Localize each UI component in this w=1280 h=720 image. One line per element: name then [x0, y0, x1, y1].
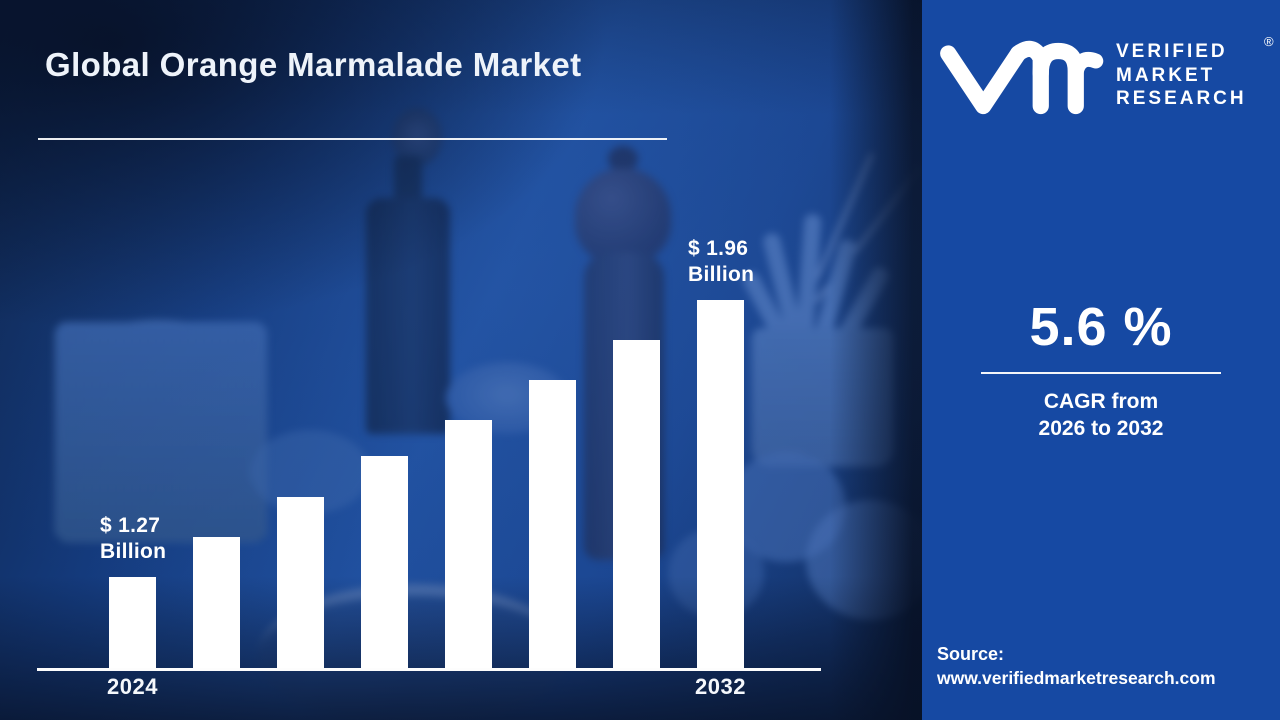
title-underline: [38, 138, 667, 140]
cagr-value: 5.6 %: [1029, 297, 1173, 357]
bar-6: [613, 340, 660, 669]
source-label: Source:: [937, 644, 1005, 664]
bar-0: [109, 577, 156, 669]
bar-2: [277, 497, 324, 669]
source-block: Source: www.verifiedmarketresearch.com: [937, 642, 1216, 690]
cagr-underline: [981, 372, 1221, 374]
cagr-label-line-2: 2026 to 2032: [1038, 417, 1164, 440]
bar-1: [193, 537, 240, 669]
cagr-label: CAGR from 2026 to 2032: [922, 388, 1280, 442]
bar-7: [697, 300, 744, 669]
brand-side-panel: VERIFIED MARKET RESEARCH ® 5.6 % CAGR fr…: [922, 0, 1280, 720]
x-axis-label-2024: 2024: [107, 674, 158, 699]
vmr-monogram-icon: [940, 40, 1104, 115]
brand-line-3: RESEARCH: [1116, 88, 1247, 109]
vmr-logo: VERIFIED MARKET RESEARCH ®: [938, 34, 1274, 116]
bar-3: [361, 456, 408, 669]
cagr-label-line-1: CAGR from: [1043, 390, 1159, 413]
brand-line-1: VERIFIED: [1116, 41, 1228, 62]
registered-trademark-symbol: ®: [1264, 34, 1274, 49]
cagr-block: 5.6 % CAGR from 2026 to 2032: [922, 296, 1280, 442]
brand-wordmark: VERIFIED MARKET RESEARCH: [1116, 40, 1247, 111]
bar-value-label: $ 1.96 Billion: [688, 237, 755, 286]
brand-line-2: MARKET: [1116, 64, 1216, 86]
bar-5: [529, 380, 576, 669]
x-axis-line: [37, 668, 821, 671]
x-axis-label-2032: 2032: [695, 674, 746, 699]
bar-value-label: $ 1.27 Billion: [100, 514, 167, 563]
bar-4: [445, 420, 492, 669]
page-title: Global Orange Marmalade Market: [45, 46, 582, 83]
source-url: www.verifiedmarketresearch.com: [937, 668, 1216, 688]
